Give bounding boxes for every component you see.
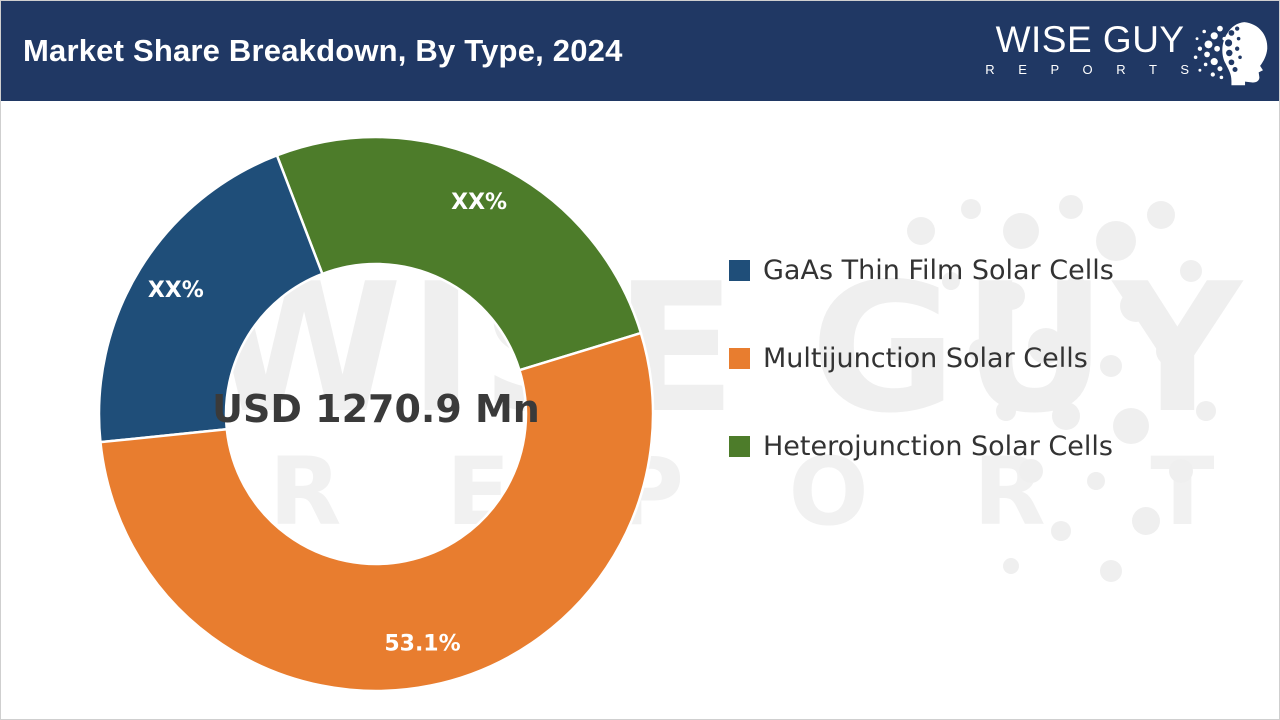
slice-label: XX% bbox=[148, 278, 204, 303]
legend-item-multijunction: Multijunction Solar Cells bbox=[729, 343, 1114, 374]
logo-wiseguy-label: WISE GUY bbox=[995, 19, 1185, 60]
donut-center-label: USD 1270.9 Mn bbox=[212, 387, 540, 431]
donut-chart: XX% XX% 53.1% bbox=[97, 135, 655, 693]
legend: GaAs Thin Film Solar Cells Multijunction… bbox=[729, 255, 1114, 462]
legend-label-heterojunction: Heterojunction Solar Cells bbox=[763, 431, 1113, 462]
legend-swatch-multijunction bbox=[729, 348, 750, 369]
legend-item-heterojunction: Heterojunction Solar Cells bbox=[729, 431, 1114, 462]
donut-segment-multijunction-solar-cells bbox=[99, 331, 655, 693]
logo-text: WISE GUY R E P O R T S bbox=[981, 19, 1199, 78]
header-bar: Market Share Breakdown, By Type, 2024 WI… bbox=[1, 1, 1279, 101]
slice-label: 53.1% bbox=[384, 631, 460, 656]
legend-label-gaas: GaAs Thin Film Solar Cells bbox=[763, 255, 1114, 286]
logo-reports-label: R E P O R T S bbox=[985, 62, 1199, 77]
watermark-dots-head-icon bbox=[907, 195, 1216, 582]
legend-swatch-heterojunction bbox=[729, 436, 750, 457]
legend-item-gaas: GaAs Thin Film Solar Cells bbox=[729, 255, 1114, 286]
wise-guy-logo: WISE GUY R E P O R T S bbox=[985, 5, 1268, 97]
donut-segment-gaas-thin-film-solar-cells bbox=[97, 154, 324, 444]
donut-segment-heterojunction-solar-cells bbox=[275, 135, 643, 372]
slice-label: XX% bbox=[451, 190, 507, 215]
logo-head-icon bbox=[1193, 22, 1268, 86]
watermark-reports-text: R E P O R T S bbox=[269, 438, 1279, 547]
legend-swatch-gaas bbox=[729, 260, 750, 281]
page-title: Market Share Breakdown, By Type, 2024 bbox=[23, 33, 623, 68]
legend-label-multijunction: Multijunction Solar Cells bbox=[763, 343, 1088, 374]
